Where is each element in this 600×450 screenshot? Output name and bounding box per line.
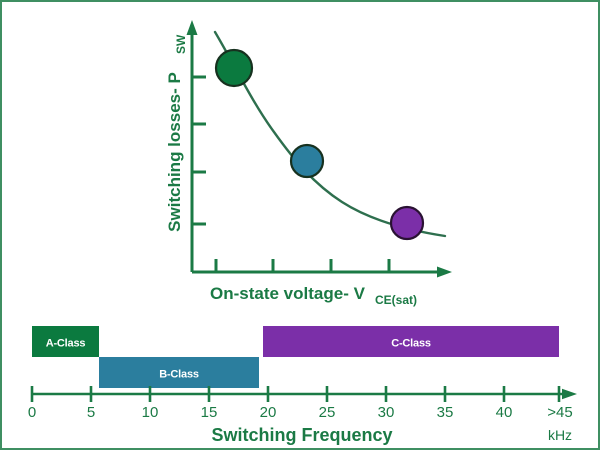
tick-label-25: 25 (319, 404, 336, 421)
y-axis-title-sub: SW (174, 34, 188, 54)
tick-label-30: 30 (378, 404, 395, 421)
tick-label-40: 40 (496, 404, 513, 421)
marker-c-class[interactable] (389, 205, 425, 241)
frequency-axis-tick-labels: 0 5 10 15 20 25 30 35 40 >45 (28, 404, 573, 421)
band-a-class-label: A-Class (46, 338, 86, 350)
band-a-class[interactable]: A-Class (32, 326, 99, 357)
tick-label-10: 10 (142, 404, 159, 421)
x-axis-ticks (214, 259, 391, 272)
tick-label-0: 0 (28, 404, 36, 421)
band-chart-svg: A-Class B-Class C-Class (28, 326, 577, 445)
frequency-axis-title: Switching Frequency (211, 425, 392, 445)
tick-label-45: >45 (547, 404, 572, 421)
losses-chart-svg: Switching losses- P SW On-state voltage-… (165, 20, 452, 307)
band-b-class-label: B-Class (159, 369, 199, 381)
x-axis-title-main: On-state voltage- V (210, 284, 366, 303)
y-axis (186, 20, 198, 272)
tick-label-15: 15 (201, 404, 218, 421)
band-c-class-label: C-Class (391, 338, 431, 350)
losses-vs-voltage-chart: Switching losses- P SW On-state voltage-… (2, 2, 598, 312)
y-axis-ticks (192, 75, 206, 226)
tick-label-35: 35 (437, 404, 454, 421)
tick-label-5: 5 (87, 404, 95, 421)
y-axis-title-main: Switching losses- P (165, 72, 184, 232)
band-c-class[interactable]: C-Class (263, 326, 559, 357)
x-axis-title-sub: CE(sat) (375, 293, 417, 307)
frequency-axis (32, 388, 577, 400)
x-axis-title: On-state voltage- V CE(sat) (210, 284, 417, 307)
band-b-class[interactable]: B-Class (99, 357, 259, 388)
frequency-axis-ticks (30, 386, 561, 402)
marker-a-class[interactable] (214, 48, 254, 88)
y-axis-title: Switching losses- P SW (165, 34, 188, 232)
switching-frequency-band-chart: A-Class B-Class C-Class (2, 312, 598, 448)
frequency-unit-label: kHz (548, 427, 572, 443)
x-axis (192, 266, 452, 278)
marker-b-class[interactable] (289, 143, 325, 179)
tick-label-20: 20 (260, 404, 277, 421)
